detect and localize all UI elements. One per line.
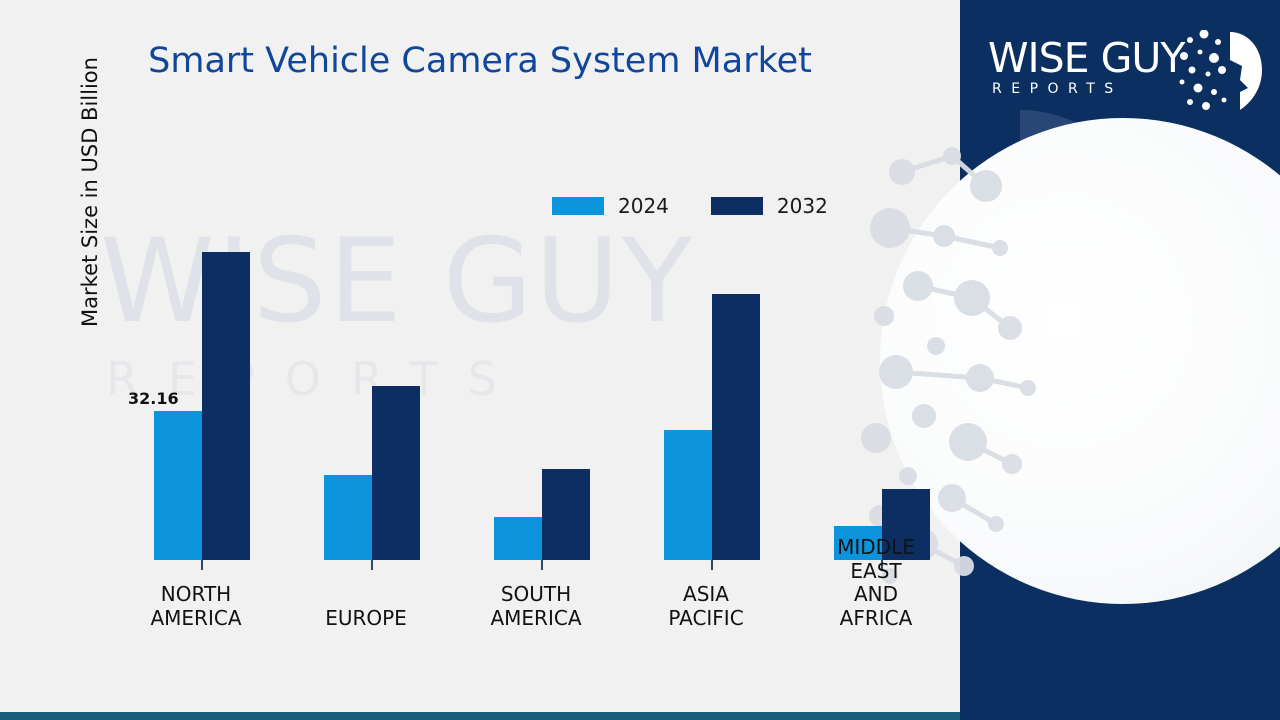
label-word: AFRICA (839, 605, 913, 630)
label-word: MIDDLE (837, 535, 915, 559)
legend-label-2024: 2024 (618, 194, 669, 218)
bar-group-bars (480, 160, 592, 720)
axis-tick (541, 560, 543, 570)
plot-area: NORTH AMERICA EUROPE SOUTH AMERICA ASIA PACIFI… (128, 0, 932, 720)
x-axis-category-label: EUROPE (284, 605, 448, 631)
legend-label-2032: 2032 (776, 194, 828, 218)
bar-2032[interactable] (882, 488, 930, 560)
bar-group: MIDDLE EAST AND AFRICA (820, 0, 932, 720)
label-word: EAST (850, 558, 902, 583)
logo-primary-text: WISE GUY (988, 34, 1185, 82)
x-axis-category-label: ASIA PACIFIC (624, 582, 788, 630)
logo-head-dots-icon (1179, 30, 1262, 110)
axis-tick (201, 560, 203, 570)
bar-2024[interactable] (324, 474, 372, 560)
page-title: Smart Vehicle Camera System Market (148, 41, 812, 81)
bar-2024[interactable] (664, 430, 712, 560)
axis-tick (371, 560, 373, 570)
bar-group-bars (650, 160, 762, 720)
label-word: AMERICA (150, 605, 242, 630)
bar-2032[interactable] (712, 293, 760, 560)
label-word: EUROPE (325, 605, 407, 630)
decorative-circle (880, 118, 1280, 604)
bar-value-label: 32.16 (128, 389, 179, 408)
label-word: PACIFIC (668, 605, 744, 630)
bar-group-bars (820, 160, 932, 720)
bar-group: ASIA PACIFIC (650, 0, 762, 720)
bar-group: NORTH AMERICA (140, 0, 252, 720)
bar-2024[interactable] (834, 526, 882, 560)
bar-group: SOUTH AMERICA (480, 0, 592, 720)
label-word: SOUTH (500, 582, 572, 606)
x-axis-category-label: SOUTH AMERICA (454, 582, 618, 630)
y-axis-title: Market Size in USD Billion (78, 57, 102, 327)
logo-secondary-text: REPORTS (992, 81, 1123, 97)
x-axis-category-label: MIDDLE EAST AND AFRICA (794, 535, 958, 630)
label-word: AMERICA (490, 605, 582, 630)
bar-2032[interactable] (372, 385, 420, 560)
axis-tick (711, 560, 713, 570)
legend-swatch-2024 (552, 197, 604, 215)
bar-2032[interactable] (202, 251, 250, 560)
label-word: AND (853, 582, 899, 606)
bar-group: EUROPE (310, 0, 422, 720)
bar-group-bars (310, 160, 422, 720)
bar-group-bars (140, 160, 252, 720)
label-word: NORTH (160, 582, 232, 606)
bar-2032[interactable] (542, 468, 590, 560)
brand-logo: WISE GUY REPORTS (988, 36, 1198, 112)
label-word: ASIA (683, 582, 729, 606)
chart-legend: 2024 2032 (552, 194, 828, 218)
legend-item-2032[interactable]: 2032 (710, 194, 828, 218)
legend-item-2024[interactable]: 2024 (552, 194, 669, 218)
axis-tick (881, 560, 883, 570)
x-axis-category-label: NORTH AMERICA (114, 582, 278, 630)
bar-2024[interactable] (154, 411, 202, 560)
legend-swatch-2032 (710, 197, 763, 215)
bottom-accent-strip (0, 712, 960, 720)
bar-2024[interactable] (494, 517, 542, 560)
